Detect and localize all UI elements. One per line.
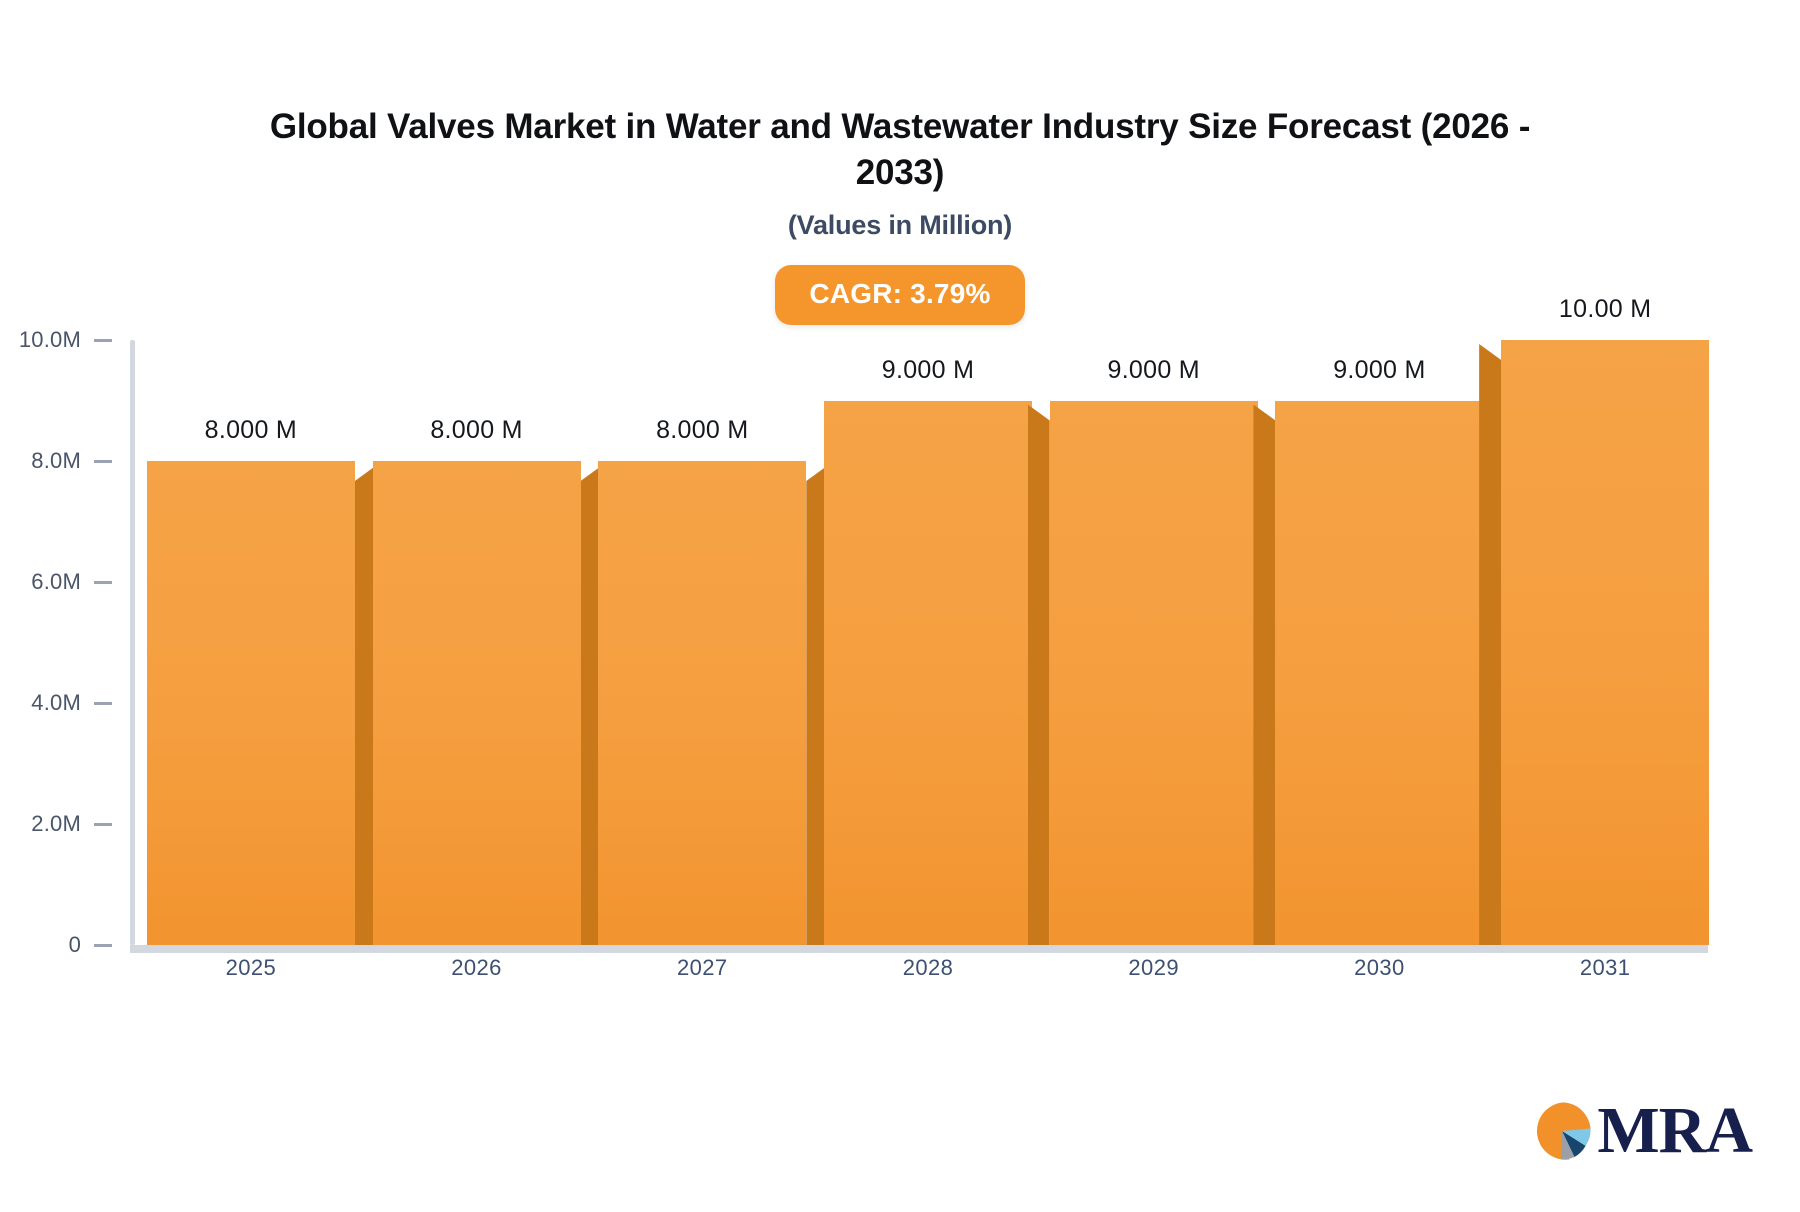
y-axis-tick: 4.0M [31,690,130,716]
bar-front-face [372,461,581,945]
bar-value-label: 9.000 M [1333,355,1426,384]
x-axis-line [130,945,1708,953]
bar-front-face [824,400,1032,945]
mra-logo: MRA [1531,1094,1753,1167]
y-axis-tick-mark [94,338,112,342]
bar-side-face [1253,404,1276,945]
status-badge: CAGR: 3.79% [775,265,1025,325]
cagr-badge-container: CAGR: 3.79% [0,265,1800,325]
x-axis-tick-label: 2027 [677,955,728,980]
x-axis-tick-label: 2025 [225,955,277,980]
y-axis-tick-label: 6.0M [31,569,81,594]
y-axis-tick-mark [94,580,112,584]
bar-side-face [1479,344,1502,945]
bar-column[interactable]: 8.000 M [146,340,377,945]
y-axis-tick-label: 4.0M [31,690,81,715]
pie-chart-logo-mark [1531,1100,1593,1162]
bar-front-face [1049,400,1258,945]
bar-column[interactable]: 8.000 M [598,340,829,945]
bar-front-face [598,461,807,945]
bar-side-face [806,465,829,945]
bar-side-face [354,465,377,945]
bar-value-label: 8.000 M [656,416,749,444]
y-axis-tick-mark [94,701,112,705]
chart-subtitle: (Values in Million) [787,210,1013,241]
x-axis-tick-labels: 2025 2026 2027 2028 2029 2030 2031 [130,955,1710,1005]
bar-value-label: 10.00 M [1558,295,1652,323]
bar-front-face [1275,400,1484,945]
y-axis-tick: 10.0M [19,327,130,353]
y-axis-tick: 8.0M [31,448,130,474]
bar-front-face [146,461,355,945]
y-axis-tick-mark [94,459,112,463]
x-axis-tick-label: 2031 [1579,955,1631,980]
y-axis-tick-mark [94,943,112,947]
y-axis-tick-label: 2.0M [31,811,81,836]
bar-value-label: 8.000 M [204,416,298,444]
page-title: Global Valves Market in Water and Wastew… [269,107,1531,193]
bar-column[interactable]: 9.000 M [1027,340,1258,945]
bar-value-label: 9.000 M [881,355,975,384]
x-axis-tick-label: 2028 [902,955,954,980]
x-axis-tick-label: 2026 [451,955,502,980]
y-axis-tick: 2.0M [31,811,130,837]
y-axis-tick-mark [94,822,112,826]
y-axis-tick-label: 8.0M [31,448,81,473]
y-axis-tick: 0 [69,932,130,958]
bar-series: 8.000 M 8.000 M 8.000 M 9.000 M 9.000 M 9.000… [130,295,1710,945]
bar-column[interactable]: 9.000 M [824,340,1032,945]
bar-side-face [580,465,603,945]
bar-front-face [1501,340,1710,945]
y-axis-tick: 6.0M [31,569,130,595]
y-axis-tick-label: 0 [68,932,81,957]
bar-side-face [1027,404,1050,945]
x-axis-tick-label: 2029 [1128,955,1179,980]
y-axis-line [130,340,135,945]
chart-header: Global Valves Market in Water and Wastew… [0,104,1800,241]
bar-column[interactable]: 8.000 M [372,340,603,945]
y-axis-tick-label: 10.0M [18,327,81,352]
logo-wordmark: MRA [1597,1094,1753,1167]
bar-value-label: 9.000 M [1107,355,1200,384]
bar-column[interactable]: 9.000 M [1253,340,1484,945]
bar-value-label: 8.000 M [430,416,523,444]
bar-column[interactable]: 10.00 M [1479,295,1710,945]
plot-area: 8.000 M 8.000 M 8.000 M 9.000 M 9.000 M 9.000… [19,295,1710,957]
x-axis-tick-label: 2030 [1354,955,1405,980]
